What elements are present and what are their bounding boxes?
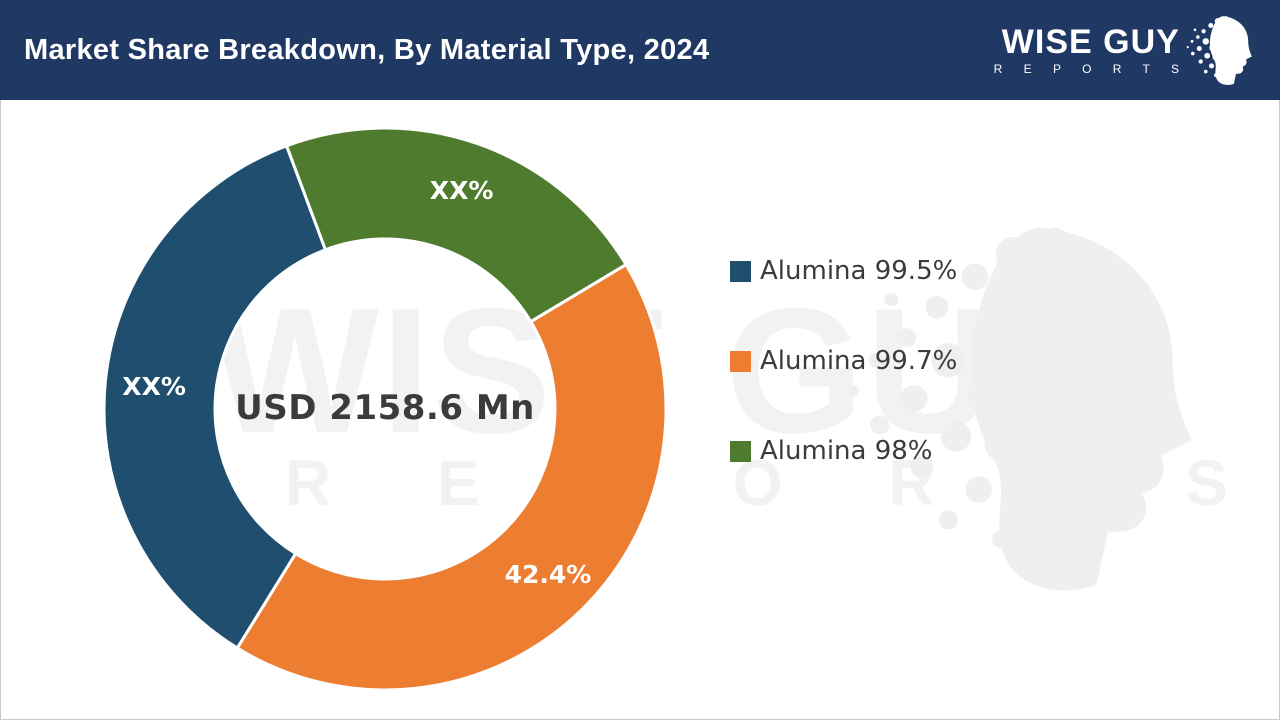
legend-swatch (730, 440, 751, 462)
legend-label: Alumina 99.7% (760, 346, 958, 376)
legend-label: Alumina 98% (760, 436, 933, 466)
legend-item: Alumina 99.7% (730, 346, 958, 376)
header: Market Share Breakdown, By Material Type… (0, 0, 1280, 100)
legend-item: Alumina 98% (730, 436, 957, 466)
logo-text: WISE GUY R E P O R T S (994, 25, 1188, 75)
donut-slice-alumina-99-5 (102, 144, 327, 650)
legend-swatch (730, 350, 751, 372)
donut-chart: XX% 42.4% XX% (102, 126, 668, 692)
donut-center-value: USD 2158.6 Mn (235, 388, 535, 428)
legend: Alumina 99.5% Alumina 99.7% Alumina 98% (730, 256, 958, 527)
page-title: Market Share Breakdown, By Material Type… (24, 33, 710, 66)
slice-value-label: XX% (430, 176, 494, 205)
chart-area: WISE GUY R E P O R T S XX% 42.4% XX% USD 2… (0, 100, 1280, 720)
donut-slice-alumina-99-7 (235, 263, 668, 692)
slice-value-label: 42.4% (505, 560, 592, 589)
legend-swatch (730, 260, 751, 282)
logo-subtitle: R E P O R T S (993, 62, 1188, 76)
slice-value-label: XX% (122, 372, 186, 401)
donut-slice-alumina-98 (285, 126, 628, 324)
legend-label: Alumina 99.5% (760, 256, 958, 286)
logo-head-icon (1186, 16, 1252, 85)
legend-item: Alumina 99.5% (730, 256, 958, 286)
logo-wordmark: WISE GUY (1001, 23, 1180, 61)
wiseguy-logo: WISE GUY R E P O R T S (994, 11, 1254, 89)
